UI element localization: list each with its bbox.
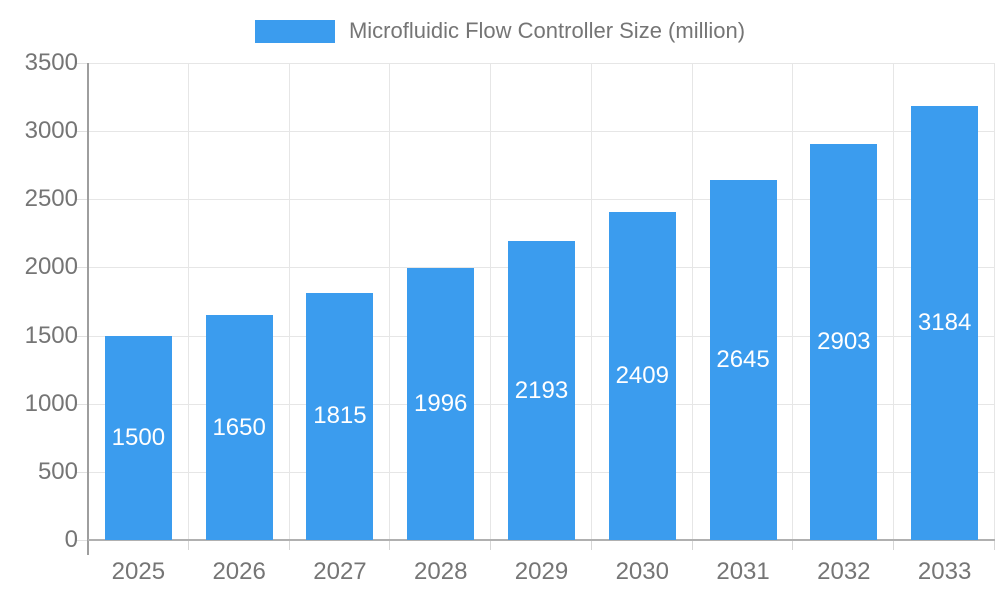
y-tick-label: 3000: [24, 117, 78, 145]
x-tick-mark: [187, 540, 189, 550]
bar[interactable]: 1650: [205, 315, 273, 540]
gridline-vertical: [792, 63, 794, 540]
x-tick-mark: [994, 540, 995, 550]
y-tick-label: 3500: [24, 49, 78, 76]
bar-value-label: 2903: [817, 328, 871, 356]
y-tick-mark: [76, 403, 88, 405]
x-tick-label: 2025: [111, 558, 166, 585]
x-tick-label: 2026: [212, 558, 266, 585]
x-tick-label: 2028: [414, 558, 468, 585]
bar-value-label: 3184: [917, 309, 972, 337]
x-tick-mark: [389, 540, 391, 550]
gridline-vertical: [994, 63, 995, 540]
bar[interactable]: 3184: [911, 106, 979, 540]
bar-value-label: 1996: [414, 389, 468, 417]
x-tick-mark: [490, 540, 492, 550]
bar[interactable]: 1996: [407, 267, 475, 540]
y-tick-mark: [76, 199, 88, 201]
gridline-horizontal: [88, 199, 995, 201]
x-tick-label: 2027: [313, 558, 367, 585]
legend: Microfluidic Flow Controller Size (milli…: [0, 18, 1000, 44]
gridline-vertical: [691, 63, 693, 540]
bar-value-label: 1650: [212, 413, 266, 441]
x-tick-label: 2033: [917, 558, 972, 585]
y-tick-mark: [76, 471, 88, 473]
legend-swatch: [254, 19, 335, 43]
y-tick-mark: [76, 267, 88, 269]
gridline-vertical: [187, 63, 189, 540]
bar-value-label: 2645: [716, 345, 770, 373]
gridline-vertical: [389, 63, 391, 540]
legend-label: Microfluidic Flow Controller Size (milli…: [348, 18, 746, 43]
y-tick-mark: [76, 63, 88, 64]
x-tick-label: 2032: [817, 558, 871, 585]
x-tick-mark: [893, 540, 895, 550]
gridline-vertical: [893, 63, 895, 540]
y-tick-label: 1000: [24, 389, 78, 417]
y-tick-label: 2000: [24, 253, 78, 281]
gridline-vertical: [590, 63, 592, 540]
y-tick-label: 500: [37, 457, 78, 485]
plot-area: 1500 1650 1815 1996 2193 2409 2645 2903 3184: [76, 63, 995, 555]
x-tick-label: 2029: [514, 558, 569, 585]
y-tick-label: 2500: [24, 185, 78, 213]
y-tick-mark: [76, 131, 88, 133]
bar-value-label: 2409: [615, 361, 669, 389]
gridline-horizontal: [88, 63, 995, 64]
x-axis-line: [88, 539, 995, 541]
gridline-vertical: [288, 63, 290, 540]
bar[interactable]: 2903: [810, 144, 878, 540]
gridline-vertical: [490, 63, 492, 540]
bar-value-label: 1500: [111, 423, 166, 451]
bar-value-label: 1815: [313, 402, 367, 430]
x-tick-mark: [691, 540, 693, 550]
y-tick-label: 0: [64, 526, 78, 553]
y-tick-mark: [76, 335, 88, 337]
bar[interactable]: 2409: [608, 211, 676, 540]
x-tick-mark: [288, 540, 290, 550]
bar[interactable]: 2193: [508, 241, 575, 540]
gridline-horizontal: [88, 131, 995, 133]
x-tick-label: 2030: [615, 558, 669, 585]
bar[interactable]: 1815: [306, 292, 374, 540]
x-tick-label: 2031: [716, 558, 770, 585]
y-tick-mark: [76, 540, 88, 541]
bar-value-label: 2193: [514, 376, 569, 404]
x-tick-mark: [792, 540, 794, 550]
y-tick-label: 1500: [24, 321, 78, 349]
x-tick-mark: [590, 540, 592, 550]
bar[interactable]: 1500: [104, 335, 172, 540]
y-axis-line: [87, 63, 89, 555]
bar[interactable]: 2645: [709, 179, 777, 540]
